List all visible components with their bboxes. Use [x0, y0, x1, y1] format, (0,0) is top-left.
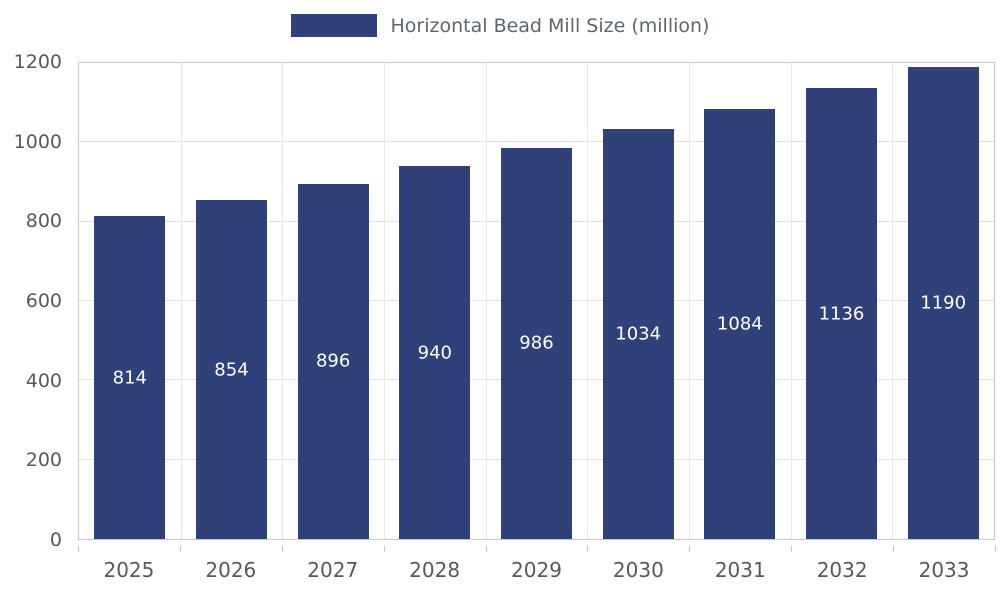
- plot-area: 814 854 896 940 986 1034 1084 1136 1190: [78, 62, 995, 540]
- bar: 1084: [704, 109, 776, 539]
- x-axis-tick-label: 2028: [409, 558, 461, 582]
- x-axis-tick-label: 2027: [307, 558, 359, 582]
- x-axis-tick-label: 2031: [714, 558, 766, 582]
- x-axis-tick: [587, 546, 589, 552]
- x-axis: 2025 2026 2027 2028 2029 2030 2031 2032 2033: [78, 546, 996, 590]
- gridline-vertical: [892, 63, 894, 539]
- y-axis-tick-label: 0: [49, 529, 62, 551]
- x-axis-tick-label: 2029: [511, 558, 562, 582]
- bar: 814: [94, 216, 166, 539]
- gridline-vertical: [688, 63, 690, 539]
- bar-value-label: 814: [112, 367, 148, 389]
- x-axis-tick-label: 2033: [918, 558, 970, 582]
- legend-label: Horizontal Bead Mill Size (million): [390, 14, 710, 37]
- x-axis-tick: [485, 546, 487, 552]
- bar: 854: [195, 200, 268, 539]
- y-axis-tick-label: 400: [25, 369, 62, 392]
- legend: Horizontal Bead Mill Size (million): [0, 14, 1000, 37]
- bar-value-label: 896: [315, 350, 351, 372]
- bar: 1034: [602, 128, 674, 539]
- gridline-vertical: [485, 63, 487, 539]
- bar: 1136: [805, 88, 878, 539]
- x-axis-tick: [281, 546, 283, 552]
- y-axis: 0 200 400 600 800 1000 1200: [0, 51, 70, 551]
- gridline-vertical: [180, 63, 182, 539]
- y-axis-tick-label: 1200: [13, 51, 62, 73]
- bar-value-label: 986: [519, 332, 554, 354]
- bar-value-label: 1190: [920, 292, 967, 314]
- x-axis-tick: [995, 546, 996, 552]
- gridline-vertical: [282, 63, 284, 539]
- x-axis-tick-label: 2025: [103, 558, 155, 582]
- x-axis-tick: [179, 546, 181, 552]
- x-axis-tick-label: 2030: [612, 558, 664, 582]
- y-axis-tick-label: 200: [25, 449, 62, 472]
- bar-value-label: 1034: [615, 323, 662, 345]
- bar: 986: [500, 147, 573, 539]
- y-axis-tick-label: 800: [25, 210, 62, 233]
- gridline-vertical: [587, 63, 589, 539]
- x-axis-tick: [78, 546, 79, 552]
- gridline-vertical: [383, 63, 385, 539]
- bar-value-label: 1084: [716, 313, 763, 335]
- x-axis-tick: [383, 546, 385, 552]
- y-axis-tick-label: 1000: [13, 130, 62, 153]
- y-axis-tick-label: 600: [25, 290, 62, 312]
- x-axis-tick: [689, 546, 691, 552]
- bar: 896: [297, 183, 369, 539]
- gridline-horizontal: [79, 141, 994, 143]
- legend-swatch: [290, 14, 377, 37]
- bar-value-label: 854: [214, 359, 249, 381]
- bar-value-label: 1136: [818, 303, 865, 325]
- x-axis-tick: [791, 546, 793, 552]
- gridline-vertical: [790, 63, 792, 539]
- bar-value-label: 940: [417, 342, 453, 364]
- x-axis-tick: [893, 546, 895, 552]
- bar: 940: [399, 166, 471, 539]
- x-axis-tick-label: 2032: [816, 558, 868, 582]
- x-axis-tick-label: 2026: [205, 558, 257, 582]
- bar: 1190: [907, 66, 979, 539]
